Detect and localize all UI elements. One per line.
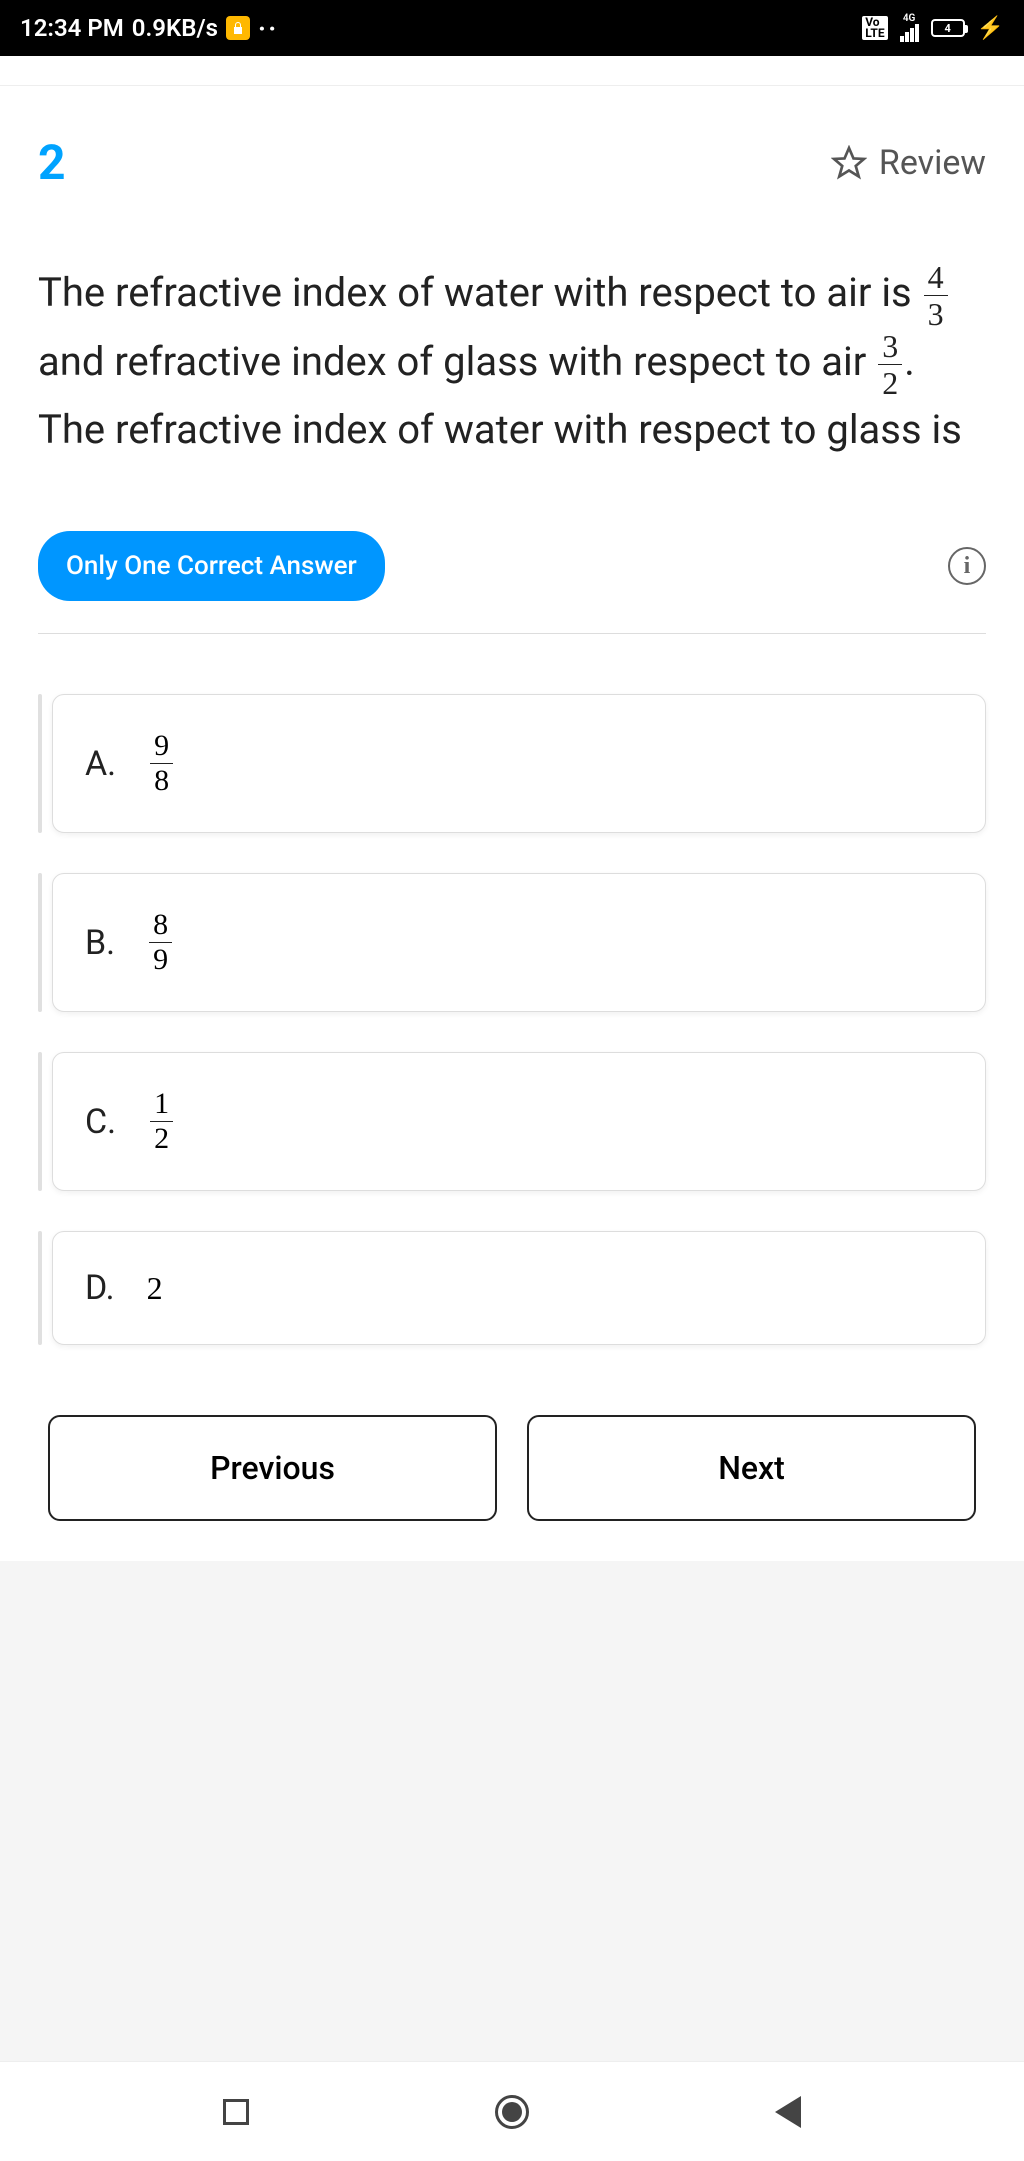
previous-button[interactable]: Previous [48, 1415, 497, 1521]
divider [38, 633, 986, 634]
signal-4g: 4G [900, 14, 919, 42]
next-button[interactable]: Next [527, 1415, 976, 1521]
network-label: 4G [903, 14, 916, 24]
opt-a-den: 8 [154, 764, 169, 796]
option-indicator [38, 873, 42, 1012]
lock-icon [226, 16, 250, 40]
app-header-spacer [0, 56, 1024, 86]
frac1-num: 4 [924, 261, 948, 296]
volte-icon: VoLTE [862, 16, 887, 40]
option-b[interactable]: B. 89 [52, 873, 986, 1012]
more-icon: ·· [258, 12, 278, 45]
option-c-wrap: C. 12 [38, 1052, 986, 1191]
option-a-value: 98 [148, 731, 175, 796]
star-icon [831, 145, 867, 181]
option-c-value: 12 [148, 1089, 175, 1154]
fraction-2: 32 [878, 330, 902, 399]
battery-level: 4 [944, 22, 950, 35]
option-b-letter: B. [85, 923, 115, 963]
opt-b-num: 8 [149, 910, 172, 943]
option-indicator [38, 1052, 42, 1191]
charging-icon: ⚡ [977, 16, 1004, 41]
android-nav-bar [0, 2061, 1024, 2161]
option-c[interactable]: C. 12 [52, 1052, 986, 1191]
info-icon[interactable]: i [948, 547, 986, 585]
options-list: A. 98 B. 89 C. 12 [38, 694, 986, 1345]
fraction-1: 43 [924, 261, 948, 330]
main-content: 2 Review The refractive index of water w… [0, 86, 1024, 1561]
signal-bars-icon [900, 24, 919, 42]
badge-row: Only One Correct Answer i [38, 531, 986, 601]
option-d[interactable]: D. 2 [52, 1231, 986, 1345]
status-right: VoLTE 4G 4 ⚡ [862, 14, 1004, 42]
answer-type-badge: Only One Correct Answer [38, 531, 385, 601]
opt-c-den: 2 [154, 1122, 169, 1154]
option-d-wrap: D. 2 [38, 1231, 986, 1345]
option-c-letter: C. [85, 1102, 116, 1142]
status-bar: 12:34 PM 0.9KB/s ·· VoLTE 4G 4 ⚡ [0, 0, 1024, 56]
opt-b-den: 9 [153, 943, 168, 975]
status-time: 12:34 PM [20, 14, 124, 42]
opt-a-num: 9 [150, 731, 173, 764]
option-d-letter: D. [85, 1268, 115, 1308]
question-text: The refractive index of water with respe… [38, 261, 986, 461]
opt-c-num: 1 [150, 1089, 173, 1122]
frac2-num: 3 [878, 330, 902, 365]
nav-buttons: Previous Next [38, 1415, 986, 1521]
option-d-value: 2 [147, 1270, 163, 1307]
option-b-wrap: B. 89 [38, 873, 986, 1012]
q-part2: and refractive index of glass with respe… [38, 338, 876, 385]
recent-apps-button[interactable] [223, 2099, 249, 2125]
option-b-value: 89 [147, 910, 174, 975]
option-indicator [38, 694, 42, 833]
option-indicator [38, 1231, 42, 1345]
frac2-den: 2 [882, 365, 898, 399]
option-a-letter: A. [85, 744, 116, 784]
status-speed: 0.9KB/s [132, 14, 218, 42]
review-button[interactable]: Review [831, 143, 986, 183]
review-label: Review [879, 143, 986, 183]
battery-icon: 4 [931, 19, 965, 37]
home-button[interactable] [495, 2095, 529, 2129]
back-button[interactable] [775, 2096, 801, 2128]
status-left: 12:34 PM 0.9KB/s ·· [20, 12, 278, 45]
q-part1: The refractive index of water with respe… [38, 269, 922, 316]
question-number: 2 [38, 134, 66, 191]
frac1-den: 3 [928, 296, 944, 330]
option-a[interactable]: A. 98 [52, 694, 986, 833]
question-header: 2 Review [38, 134, 986, 191]
option-a-wrap: A. 98 [38, 694, 986, 833]
